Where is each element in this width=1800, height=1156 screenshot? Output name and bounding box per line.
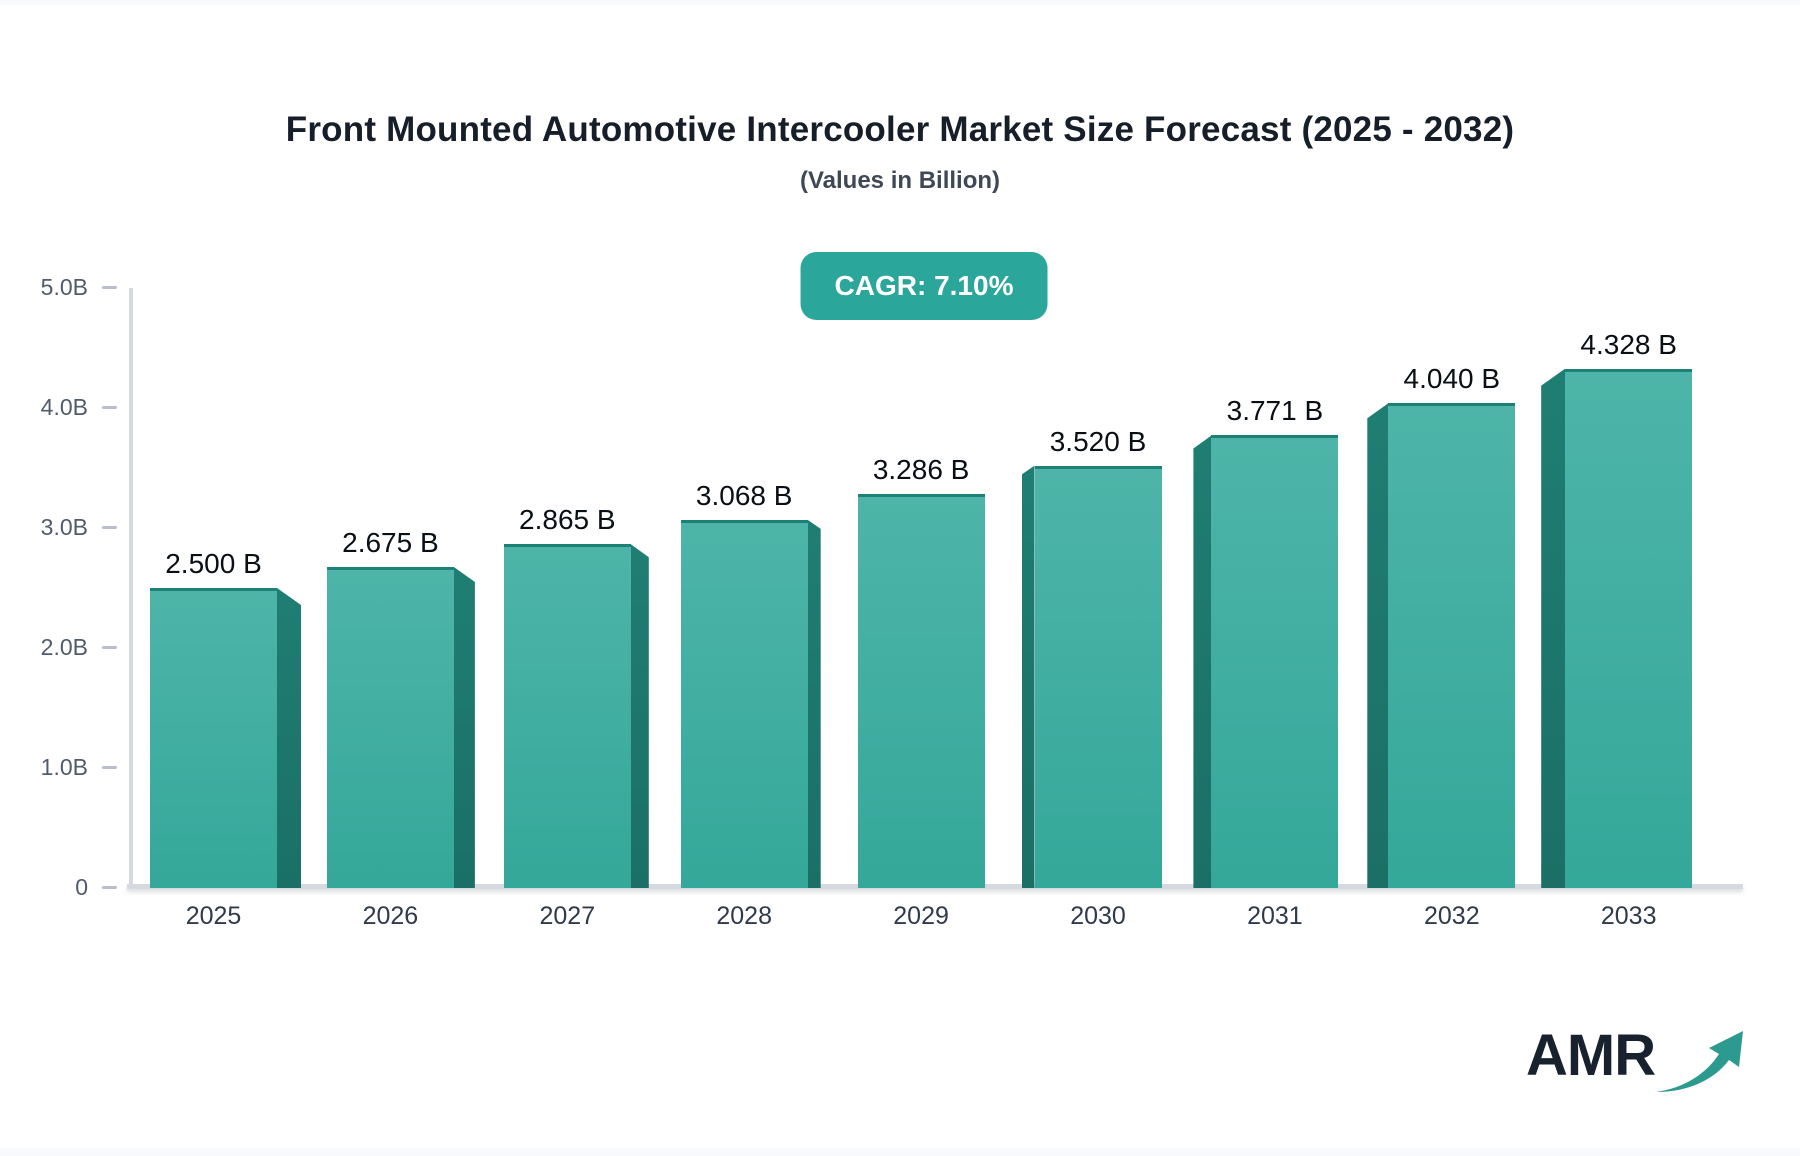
bar-2029 [857,493,985,888]
bar-side-face [1541,368,1566,888]
bar-2025 [150,588,277,888]
page-bottom-edge [0,1148,1800,1156]
x-axis-label: 2029 [893,902,949,930]
y-axis-tick-mark [102,406,117,409]
x-axis-label: 2026 [362,902,419,930]
bar-side-face [630,544,649,888]
y-axis-tick-mark [102,526,117,529]
bar-side-face [277,588,301,888]
bar-value-label: 4.328 B [1580,328,1677,360]
x-axis-label: 2033 [1600,902,1657,930]
y-axis-tick-label: 2.0B [40,634,88,660]
bar-side-face [1367,403,1389,888]
bar-value-label: 3.771 B [1226,395,1324,427]
x-axis-label: 2028 [716,902,772,930]
bar-value-label: 2.500 B [165,548,262,579]
bar-2032 [1388,403,1516,888]
bar-2026 [326,567,454,888]
y-axis-tick-label: 4.0B [40,394,88,420]
amr-logo: AMR [1526,1022,1746,1112]
x-axis-label: 2025 [185,902,242,930]
bar-2028 [680,519,808,888]
trending-up-arrow-icon [1656,1031,1743,1092]
bar-2031 [1211,435,1339,888]
bar-2030 [1034,465,1162,888]
y-axis-tick-label: 1.0B [40,754,88,780]
x-axis-label: 2027 [539,902,596,930]
bar-value-label: 3.286 B [872,453,970,485]
bar-value-label: 3.068 B [695,479,793,511]
bar-value-label: 2.675 B [342,527,439,558]
y-axis-tick-mark [102,886,117,889]
x-axis-label: 2032 [1423,902,1480,930]
y-axis-tick-mark [102,646,117,649]
x-axis-label: 2030 [1070,902,1126,930]
y-axis-tick-mark [102,766,117,769]
bar-side-face [807,519,821,888]
bar-2027 [503,544,631,888]
y-axis-line [129,288,133,888]
bar-value-label: 4.040 B [1403,363,1501,395]
y-axis-tick-label: 5.0B [40,274,88,300]
bar-value-label: 2.865 B [519,504,616,536]
bar-2033 [1565,368,1693,888]
bar-value-label: 3.520 B [1049,425,1147,457]
page-top-edge [0,0,1800,5]
y-axis-tick-label: 3.0B [40,514,88,540]
page-title: Front Mounted Automotive Intercooler Mar… [285,110,1515,149]
bar-side-face [453,567,475,888]
logo-text: AMR [1526,1023,1656,1088]
x-axis-label: 2031 [1247,902,1303,930]
y-axis-tick-mark [102,286,117,289]
bar-side-face [1193,435,1212,888]
bar-side-face [1021,465,1035,888]
y-axis-tick-label: 0 [75,874,88,900]
cagr-badge: CAGR: 7.10% [800,252,1048,320]
page-subtitle: (Values in Billion) [799,167,1001,194]
